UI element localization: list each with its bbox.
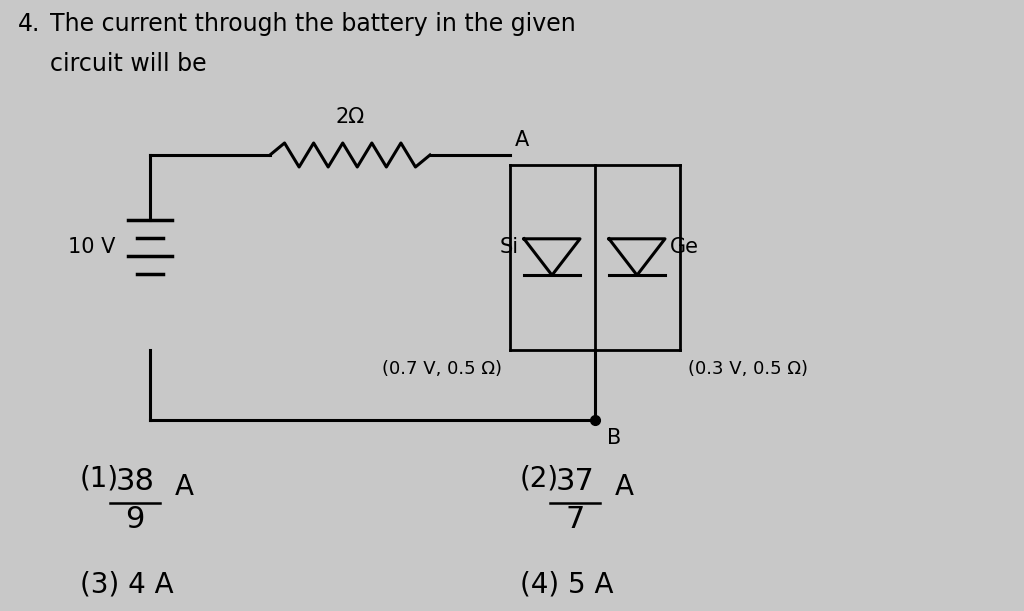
Text: (2): (2)	[520, 465, 559, 493]
Text: (0.7 V, 0.5 Ω): (0.7 V, 0.5 Ω)	[382, 360, 502, 378]
Text: A: A	[515, 130, 529, 150]
Text: 9: 9	[125, 505, 144, 534]
Text: 7: 7	[565, 505, 585, 534]
Text: 37: 37	[556, 467, 595, 496]
Text: circuit will be: circuit will be	[50, 52, 207, 76]
Text: A: A	[175, 473, 194, 501]
Text: B: B	[607, 428, 622, 448]
Text: Si: Si	[500, 237, 519, 257]
Text: Ge: Ge	[670, 237, 699, 257]
Text: 2Ω: 2Ω	[336, 107, 365, 127]
Text: (0.3 V, 0.5 Ω): (0.3 V, 0.5 Ω)	[688, 360, 808, 378]
Text: The current through the battery in the given: The current through the battery in the g…	[50, 12, 575, 36]
Text: 38: 38	[116, 467, 155, 496]
Text: (3) 4 A: (3) 4 A	[80, 570, 174, 598]
Text: A: A	[615, 473, 634, 501]
Text: (1): (1)	[80, 465, 119, 493]
Text: (4) 5 A: (4) 5 A	[520, 570, 613, 598]
Text: 10 V: 10 V	[68, 237, 115, 257]
Text: 4.: 4.	[18, 12, 40, 36]
